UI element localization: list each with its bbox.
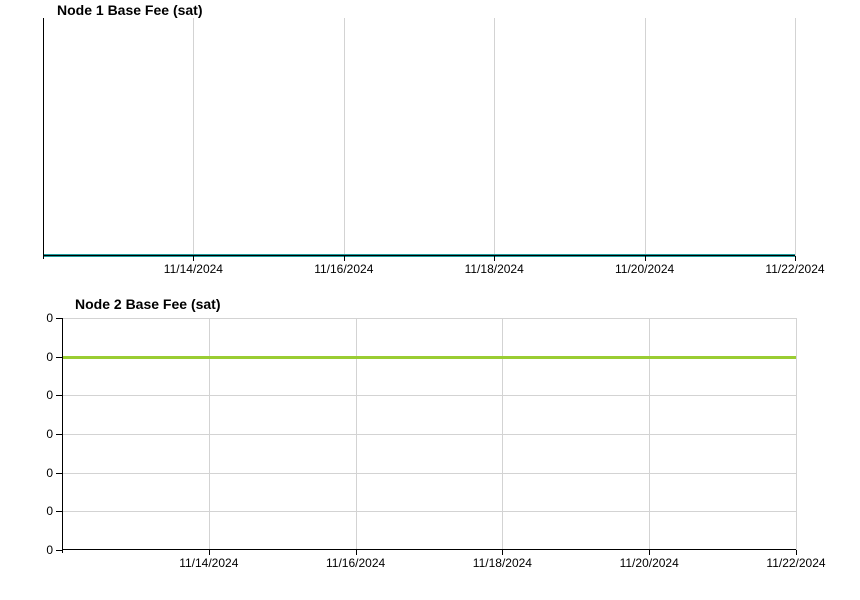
- y-tick-label: 0: [46, 504, 53, 519]
- y-gridline: [62, 511, 796, 513]
- y-tick-mark: [56, 472, 62, 474]
- x-tick-label: 11/16/2024: [314, 262, 374, 276]
- node2-chart-title: Node 2 Base Fee (sat): [75, 296, 221, 312]
- y-tick-label: 0: [46, 349, 53, 364]
- y-tick-label: 0: [46, 427, 53, 441]
- x-gridline: [796, 318, 797, 550]
- x-tick-label: 11/18/2024: [464, 262, 524, 276]
- x-tick-label: 11/16/2024: [326, 556, 386, 570]
- y-gridline: [62, 472, 796, 474]
- node2-plot-area: 11/14/2024 11/16/2024 11/18/2024 11/20/2024…: [46, 311, 825, 570]
- node2-y-axis: [62, 318, 63, 553]
- x-tick-label: 11/14/2024: [179, 556, 239, 570]
- x-gridline: [193, 18, 195, 256]
- y-tick-mark: [56, 318, 62, 319]
- y-gridline: [62, 434, 796, 435]
- node1-y-axis: [43, 18, 44, 259]
- x-tick-mark: [208, 550, 210, 555]
- y-tick-mark: [56, 434, 62, 435]
- x-tick-label: 11/20/2024: [619, 556, 679, 570]
- y-gridline: [62, 318, 796, 319]
- node1-plot-area: 11/14/2024 11/16/2024 11/18/2024 11/20/2024…: [43, 18, 825, 276]
- y-tick-mark: [56, 356, 62, 358]
- x-tick-mark: [795, 256, 796, 261]
- x-tick-mark: [644, 256, 646, 261]
- x-tick-mark: [649, 550, 651, 555]
- y-tick-label: 0: [46, 311, 53, 325]
- x-tick-mark: [193, 256, 195, 261]
- x-gridline: [494, 18, 496, 256]
- node2-x-axis: [62, 549, 796, 550]
- y-gridline: [62, 395, 796, 397]
- x-tick-mark: [796, 550, 797, 555]
- x-gridline: [644, 18, 646, 256]
- x-tick-mark: [502, 550, 504, 555]
- x-tick-mark: [494, 256, 496, 261]
- y-tick-label: 0: [46, 543, 53, 557]
- y-tick-label: 0: [46, 388, 53, 403]
- node1-chart-title: Node 1 Base Fee (sat): [57, 2, 203, 18]
- y-tick-mark: [56, 395, 62, 397]
- node1-x-axis: [43, 255, 795, 256]
- x-tick-label: 11/20/2024: [615, 262, 675, 276]
- x-gridline: [795, 18, 796, 256]
- node2-series-line: [62, 355, 796, 359]
- x-gridline: [343, 18, 345, 256]
- y-tick-mark: [56, 511, 62, 513]
- x-tick-mark: [343, 256, 345, 261]
- x-tick-label: 11/22/2024: [766, 556, 826, 570]
- x-tick-label: 11/14/2024: [163, 262, 223, 276]
- x-tick-label: 11/18/2024: [472, 556, 532, 570]
- y-tick-label: 0: [46, 465, 53, 480]
- x-tick-label: 11/22/2024: [765, 262, 825, 276]
- x-tick-mark: [355, 550, 357, 555]
- y-tick-mark: [56, 550, 62, 551]
